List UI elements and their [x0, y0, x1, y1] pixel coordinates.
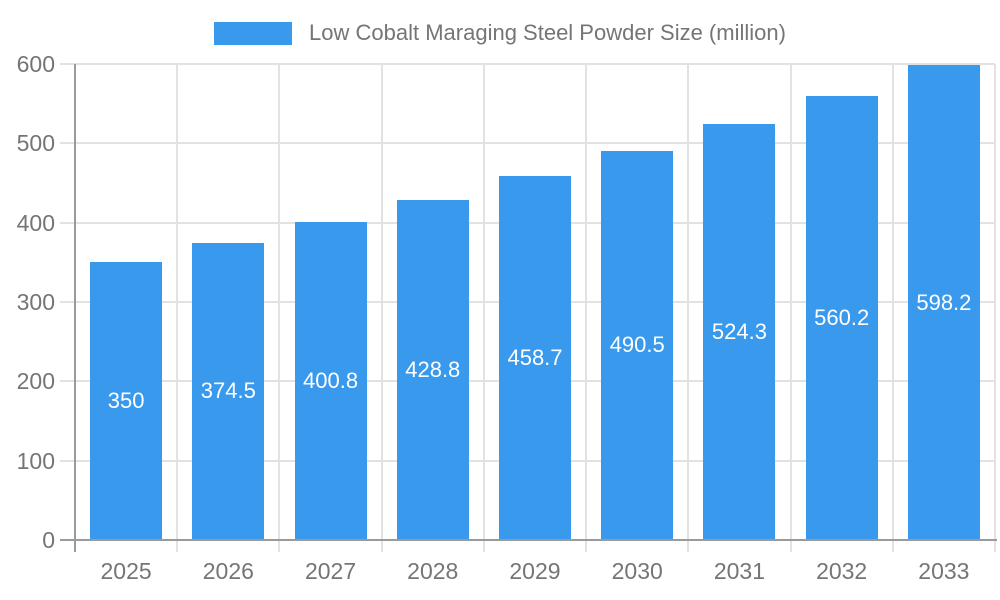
y-tick-label: 100	[16, 447, 55, 474]
bar-value-label: 524.3	[711, 319, 767, 345]
x-tick-mark	[891, 540, 894, 552]
x-tick-label: 2032	[816, 558, 868, 584]
y-axis-line	[74, 64, 76, 552]
legend-swatch	[214, 21, 293, 45]
bar[interactable]	[396, 199, 469, 540]
x-tick-label: 2025	[100, 558, 152, 584]
x-tick-label: 2030	[611, 558, 663, 584]
bar[interactable]	[192, 242, 265, 540]
bar-value-label: 428.8	[405, 356, 461, 382]
bar[interactable]	[805, 95, 878, 540]
x-gridline	[482, 64, 485, 540]
legend[interactable]: Low Cobalt Maraging Steel Powder Size (m…	[0, 20, 1000, 46]
x-tick-mark	[176, 540, 179, 552]
x-gridline	[687, 64, 690, 540]
x-tick-label: 2028	[407, 558, 459, 584]
y-tick-label: 600	[16, 51, 55, 77]
bar[interactable]	[601, 150, 674, 540]
x-tick-mark	[380, 540, 383, 552]
bar-value-label: 374.5	[200, 378, 256, 404]
bar-value-label: 490.5	[609, 332, 665, 358]
y-gridline	[60, 63, 995, 65]
y-tick-label: 300	[16, 289, 55, 315]
y-tick-label: 200	[16, 368, 55, 395]
x-gridline	[994, 64, 996, 540]
x-tick-mark	[278, 540, 281, 552]
x-gridline	[891, 64, 894, 540]
y-gridline	[60, 142, 995, 145]
x-tick-mark	[994, 540, 996, 552]
legend-label: Low Cobalt Maraging Steel Powder Size (m…	[309, 20, 786, 45]
bar-value-label: 458.7	[507, 345, 563, 371]
x-tick-mark	[687, 540, 690, 552]
x-gridline	[176, 64, 179, 540]
x-tick-label: 2033	[918, 558, 970, 584]
bar-value-label: 598.2	[916, 289, 972, 315]
bar-value-label: 350	[107, 388, 145, 414]
bar[interactable]	[90, 262, 163, 540]
x-tick-label: 2026	[202, 558, 254, 584]
x-tick-label: 2031	[713, 558, 766, 584]
bar-value-label: 560.2	[814, 304, 870, 330]
bar-value-label: 400.8	[303, 368, 359, 394]
x-tick-label: 2029	[509, 558, 561, 584]
x-gridline	[789, 64, 792, 540]
x-gridline	[380, 64, 383, 540]
y-tick-label: 500	[16, 130, 55, 157]
x-axis-line	[60, 539, 997, 541]
x-gridline	[278, 64, 281, 540]
x-tick-label: 2027	[304, 558, 357, 584]
x-gridline	[585, 64, 588, 540]
x-tick-mark	[482, 540, 485, 552]
bar[interactable]	[703, 124, 776, 540]
bar[interactable]	[907, 65, 980, 540]
x-tick-mark	[585, 540, 588, 552]
bar[interactable]	[499, 176, 571, 540]
y-tick-label: 0	[42, 527, 55, 553]
x-tick-mark	[789, 540, 792, 552]
bar[interactable]	[294, 222, 367, 540]
y-tick-label: 400	[16, 209, 55, 236]
